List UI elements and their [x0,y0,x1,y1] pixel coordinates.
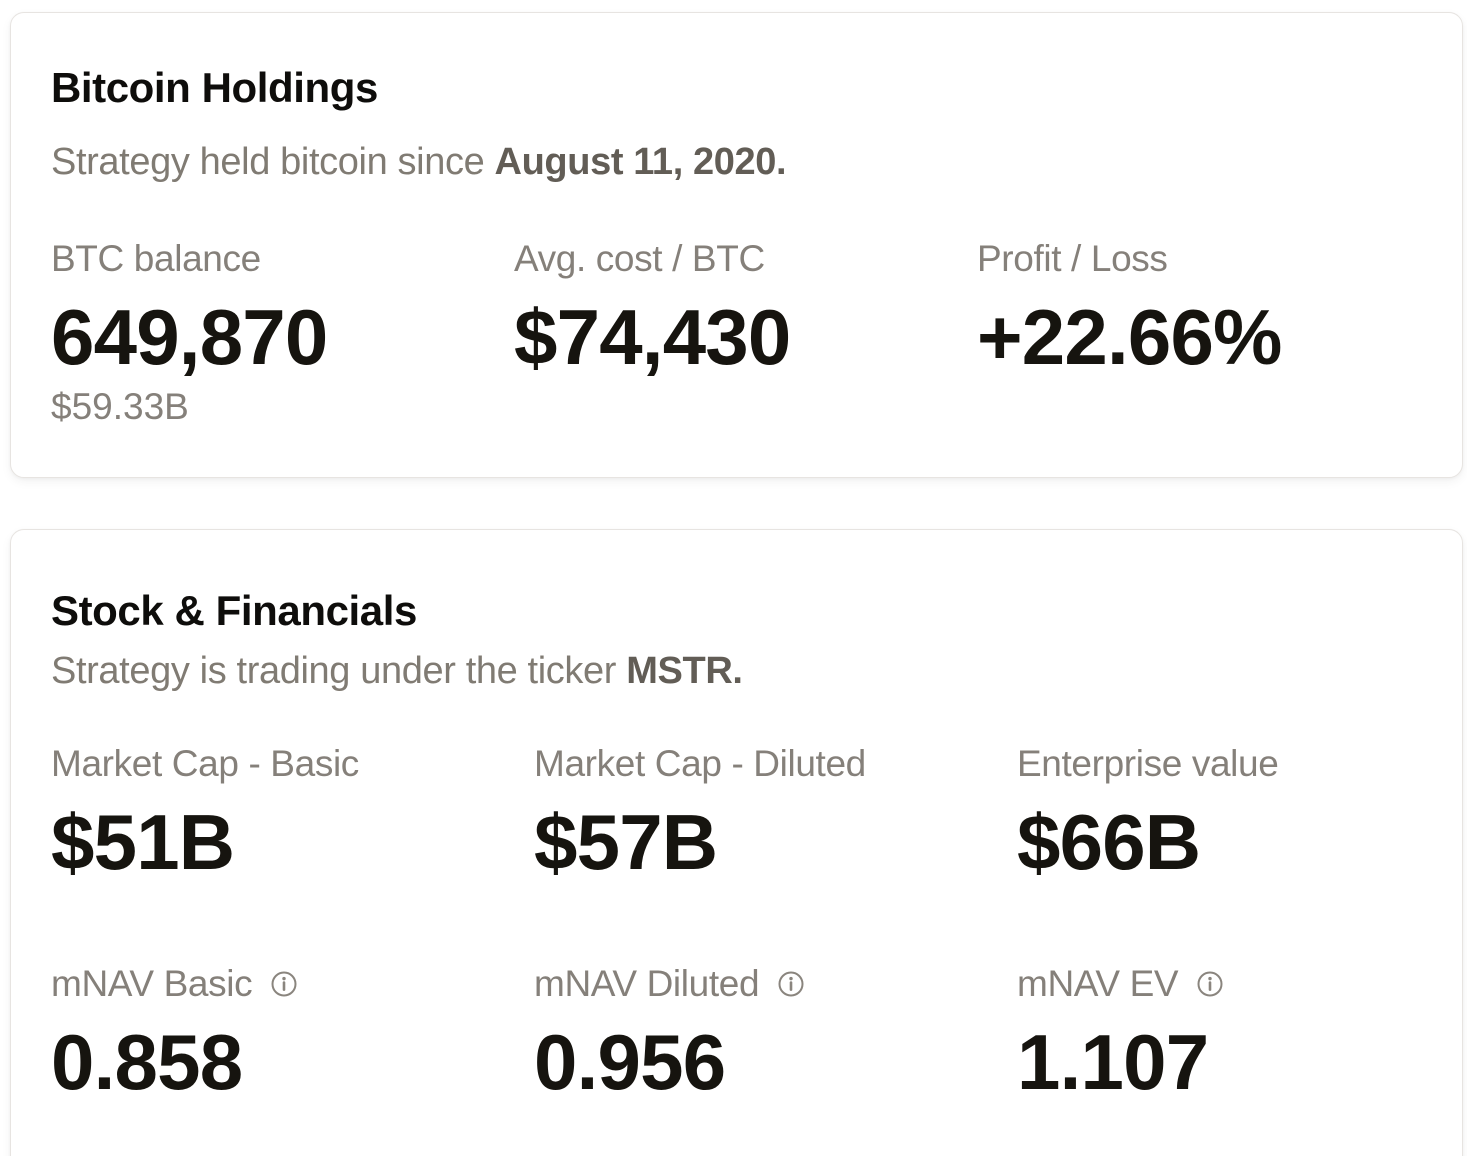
metric-value: 0.956 [534,1018,726,1106]
metric-profit-loss: Profit / Loss +22.66% [977,237,1422,429]
metric-label: Profit / Loss [977,238,1168,279]
metric-label: Avg. cost / BTC [514,238,765,279]
metric-label: Market Cap - Basic [51,743,359,784]
metric-mnav-diluted: mNAV Diluted 0.956 [534,962,1017,1108]
metric-value: 1.107 [1017,1018,1209,1106]
subtitle-highlight: August 11, 2020. [494,141,787,183]
metric-btc-balance: BTC balance 649,870 $59.33B [51,237,514,429]
mnav-metrics-row: mNAV Basic 0.858 mNAV Diluted 0.956 mNAV… [51,962,1422,1108]
card-subtitle: Strategy held bitcoin since August 11, 2… [51,139,1422,185]
metric-value: +22.66% [977,293,1282,381]
subtitle-highlight: MSTR. [626,650,743,692]
metric-value: 0.858 [51,1018,243,1106]
metric-label: mNAV EV [1017,962,1422,1006]
card-title: Bitcoin Holdings [51,64,378,111]
metric-value: $74,430 [514,293,791,381]
metric-value: $51B [51,798,235,886]
metric-market-cap-basic: Market Cap - Basic $51B [51,742,534,888]
metric-label: BTC balance [51,238,261,279]
metric-market-cap-diluted: Market Cap - Diluted $57B [534,742,1017,888]
metric-label: Market Cap - Diluted [534,743,866,784]
metric-mnav-basic: mNAV Basic 0.858 [51,962,534,1108]
metric-value: $57B [534,798,718,886]
metric-subvalue: $59.33B [51,386,189,427]
metric-label: Enterprise value [1017,743,1279,784]
market-cap-metrics-row: Market Cap - Basic $51B Market Cap - Dil… [51,742,1422,888]
info-icon[interactable] [778,971,804,997]
holdings-metrics-row: BTC balance 649,870 $59.33B Avg. cost / … [51,237,1422,429]
subtitle-text: Strategy is trading under the ticker [51,650,627,692]
metric-value: $66B [1017,798,1201,886]
metric-value: 649,870 [51,293,328,381]
metric-label: mNAV Basic [51,962,534,1006]
card-title: Stock & Financials [51,587,417,634]
metric-label: mNAV Diluted [534,962,1017,1006]
card-subtitle: Strategy is trading under the ticker MST… [51,648,1422,694]
info-icon[interactable] [271,971,297,997]
metric-enterprise-value: Enterprise value $66B [1017,742,1422,888]
info-icon[interactable] [1197,971,1223,997]
stock-financials-card: Stock & Financials Strategy is trading u… [10,529,1463,1156]
bitcoin-holdings-card: Bitcoin Holdings Strategy held bitcoin s… [10,12,1463,478]
subtitle-text: Strategy held bitcoin since [51,141,495,183]
metric-mnav-ev: mNAV EV 1.107 [1017,962,1422,1108]
metric-avg-cost: Avg. cost / BTC $74,430 [514,237,977,429]
